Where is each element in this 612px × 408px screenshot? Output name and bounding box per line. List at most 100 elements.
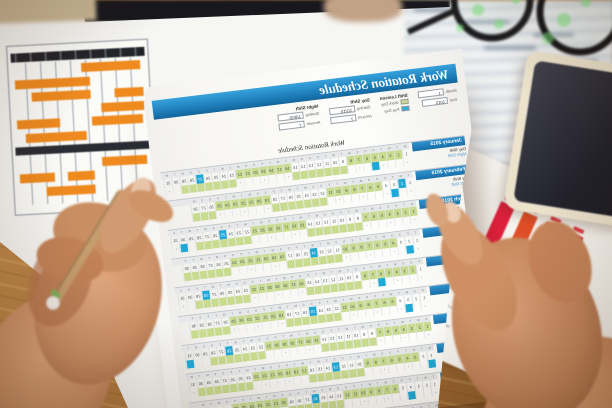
shift-cell: + bbox=[334, 195, 344, 205]
shift-cell: + bbox=[283, 172, 293, 182]
shift-cell bbox=[344, 340, 354, 350]
day-shift-fields: Day Shift Starting 1/1/15 Amount 7 bbox=[328, 97, 374, 136]
shift-cell bbox=[360, 338, 370, 348]
shift-cell bbox=[186, 301, 196, 311]
shift-cell: + bbox=[392, 275, 402, 285]
shift-cell bbox=[269, 320, 279, 330]
shift-cell bbox=[395, 363, 405, 373]
shift-cell bbox=[242, 294, 251, 304]
work-day-label: Work Day bbox=[380, 99, 399, 107]
gantt-bar bbox=[101, 100, 145, 112]
shift-cell: + bbox=[385, 218, 395, 228]
shift-cell bbox=[407, 390, 416, 400]
shift-cell bbox=[191, 212, 201, 222]
shift-cell bbox=[380, 306, 390, 316]
shift-cell bbox=[247, 206, 257, 215]
shift-cell: + bbox=[284, 376, 294, 386]
shift-cell bbox=[377, 219, 387, 229]
gantt-bar bbox=[80, 60, 141, 73]
shift-cell bbox=[377, 277, 386, 287]
shift-cell bbox=[398, 187, 408, 197]
shift-cell bbox=[286, 201, 296, 211]
shift-cell bbox=[302, 257, 311, 267]
shift-cell bbox=[213, 327, 223, 336]
shift-cell bbox=[182, 272, 192, 282]
gantt-bar bbox=[67, 170, 95, 181]
shift-cell bbox=[241, 352, 251, 362]
shift-cell bbox=[351, 397, 361, 407]
shift-cell: + bbox=[423, 330, 433, 340]
shift-cell: + bbox=[273, 290, 283, 300]
shift-cell: + bbox=[409, 215, 419, 225]
shift-cell: + bbox=[372, 307, 382, 317]
shift-cell: + bbox=[229, 325, 239, 335]
shift-cell bbox=[217, 355, 227, 365]
shift-cell bbox=[336, 341, 346, 351]
shift-cell bbox=[324, 313, 334, 323]
day-shift-amount: 7 bbox=[329, 114, 357, 125]
day-cell: 22 bbox=[262, 399, 273, 408]
gantt-bar bbox=[19, 172, 55, 184]
shift-cell bbox=[427, 359, 437, 369]
shift-cell: + bbox=[246, 264, 256, 274]
shift-cell: + bbox=[259, 175, 269, 185]
gantt-divider-row bbox=[15, 140, 150, 156]
shift-cell: + bbox=[413, 244, 423, 254]
shift-cell bbox=[195, 241, 205, 251]
shift-cell bbox=[202, 299, 212, 309]
shift-cell: + bbox=[171, 244, 181, 254]
gantt-bar bbox=[114, 86, 145, 98]
gantt-bar bbox=[46, 184, 96, 196]
shift-cell bbox=[315, 168, 325, 178]
shift-cell bbox=[205, 328, 215, 337]
month-label: Month bbox=[445, 87, 457, 95]
gantt-bar bbox=[16, 118, 60, 130]
shift-cell bbox=[233, 353, 243, 363]
shift-cell bbox=[400, 274, 410, 284]
shift-cell: + bbox=[215, 209, 225, 219]
shift-cell bbox=[201, 357, 211, 367]
day-cell: 24 bbox=[247, 401, 257, 408]
shift-cell bbox=[325, 254, 335, 264]
shift-cell bbox=[190, 271, 200, 281]
shift-cell bbox=[332, 312, 342, 322]
shift-cell bbox=[363, 367, 373, 376]
shift-cell bbox=[352, 339, 362, 349]
shift-cell: + bbox=[235, 178, 245, 188]
shift-cell bbox=[311, 402, 321, 408]
shift-cell bbox=[318, 197, 328, 207]
shift-cell bbox=[238, 265, 248, 275]
shift-cell bbox=[254, 263, 264, 273]
shift-cell bbox=[227, 179, 237, 189]
shift-cell bbox=[198, 270, 208, 280]
shift-cell bbox=[322, 226, 332, 236]
shift-cell bbox=[299, 170, 309, 180]
shift-cell bbox=[392, 334, 401, 344]
shift-cell: + bbox=[239, 207, 249, 216]
shift-cell: + bbox=[266, 232, 276, 242]
shift-cell: + bbox=[277, 319, 287, 329]
shift-cell bbox=[404, 303, 414, 313]
pay-day-swatch bbox=[401, 105, 410, 112]
day-cell: 23 bbox=[255, 400, 265, 408]
shift-cell bbox=[210, 298, 220, 308]
shift-cell bbox=[317, 314, 326, 324]
shift-cell bbox=[228, 383, 238, 393]
shift-cell bbox=[306, 228, 316, 237]
shift-cell bbox=[316, 372, 326, 382]
shift-cell bbox=[223, 209, 233, 218]
shift-cell bbox=[251, 176, 261, 186]
shift-cell bbox=[230, 266, 240, 276]
shift-cell: + bbox=[189, 388, 199, 398]
shift-cell bbox=[329, 283, 339, 293]
shift-cell bbox=[179, 243, 189, 253]
shift-cell: + bbox=[361, 221, 371, 231]
shift-cell bbox=[257, 350, 266, 360]
shift-cell: + bbox=[249, 293, 259, 303]
shift-cell: + bbox=[382, 189, 392, 199]
shift-cell bbox=[196, 183, 206, 193]
shift-cell bbox=[262, 262, 272, 272]
shift-cell bbox=[394, 158, 404, 168]
shift-cell bbox=[415, 331, 425, 341]
